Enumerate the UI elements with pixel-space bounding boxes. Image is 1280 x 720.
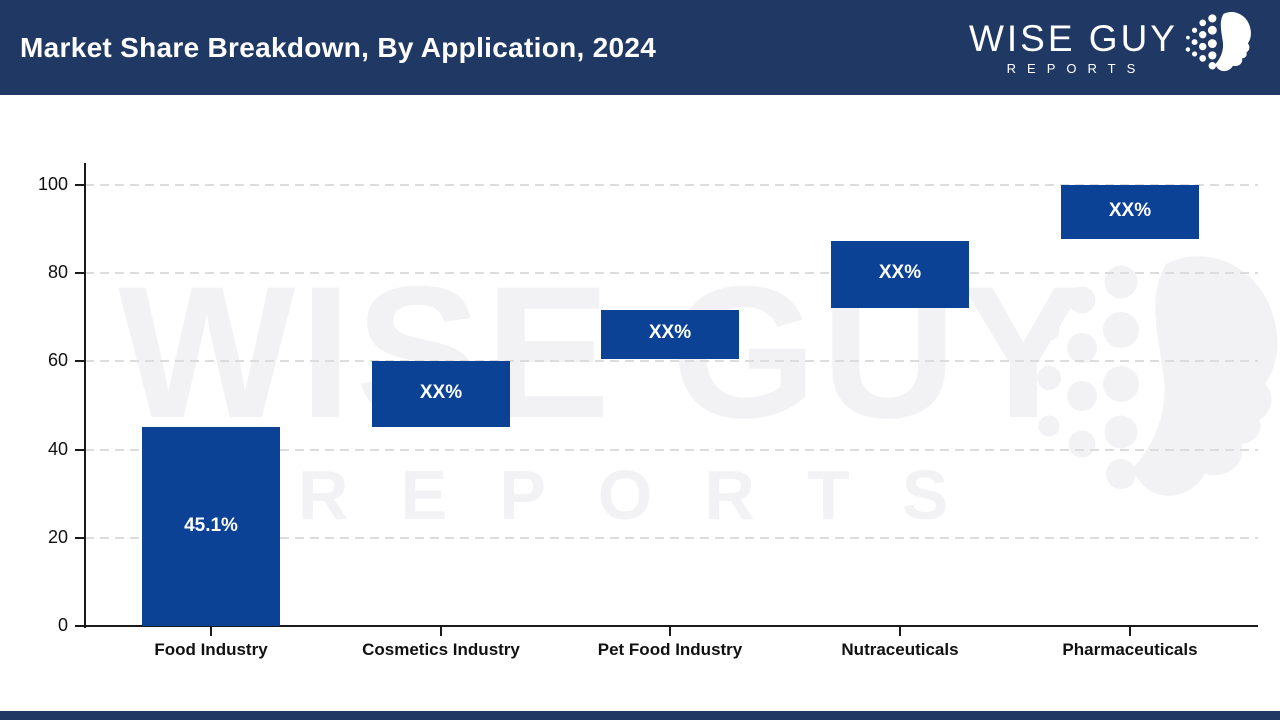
bar-pet-food-industry bbox=[601, 309, 739, 360]
y-axis-tick bbox=[75, 360, 85, 363]
bar-value-label: 45.1% bbox=[184, 514, 238, 536]
brand-wordmark: WISE GUY REPORTS bbox=[969, 20, 1178, 76]
brand-logo: WISE GUY REPORTS bbox=[969, 8, 1256, 88]
gridline bbox=[85, 448, 1258, 451]
x-axis-tick bbox=[1129, 627, 1131, 636]
watermark-face-icon bbox=[1013, 256, 1278, 496]
gridline bbox=[85, 184, 1258, 186]
y-axis-tick-label: 60 bbox=[47, 350, 68, 371]
y-axis-tick bbox=[75, 536, 85, 539]
x-axis-tick bbox=[669, 627, 671, 636]
y-axis-tick-label: 20 bbox=[47, 526, 68, 547]
y-axis-line bbox=[84, 163, 86, 628]
gridline bbox=[85, 272, 1258, 275]
x-axis-category-label: Food Industry bbox=[154, 640, 268, 659]
x-axis-category-label: Pharmaceuticals bbox=[1062, 640, 1198, 659]
y-axis-tick bbox=[75, 272, 85, 275]
bar-value-label: XX% bbox=[878, 262, 922, 284]
gridline bbox=[85, 360, 1258, 363]
brand-name: WISE GUY bbox=[968, 17, 1178, 59]
y-axis-tick bbox=[75, 448, 85, 451]
x-axis-line bbox=[84, 625, 1258, 627]
bar-value-label: XX% bbox=[648, 322, 692, 344]
bar-pharmaceuticals bbox=[1061, 185, 1199, 240]
watermark-line2: REPORTS bbox=[298, 456, 1001, 534]
x-axis-category-label: Pet Food Industry bbox=[597, 640, 743, 659]
bar-food-industry bbox=[142, 427, 280, 626]
y-axis-tick bbox=[75, 184, 85, 186]
x-axis-category-label: Nutraceuticals bbox=[841, 640, 959, 659]
bar-cosmetics-industry bbox=[372, 360, 510, 428]
y-axis-tick bbox=[75, 625, 85, 627]
header-bar: Market Share Breakdown, By Application, … bbox=[0, 0, 1280, 95]
footer-bar bbox=[0, 711, 1280, 720]
brand-subtitle: REPORTS bbox=[1006, 60, 1147, 76]
y-axis-tick-label: 100 bbox=[37, 174, 68, 194]
x-axis-tick bbox=[210, 627, 212, 636]
x-axis-category-label: Cosmetics Industry bbox=[362, 640, 520, 659]
x-axis-tick bbox=[440, 627, 442, 636]
chart-title: Market Share Breakdown, By Application, … bbox=[20, 31, 657, 63]
x-axis-tick bbox=[899, 627, 901, 636]
bar-value-label: XX% bbox=[419, 381, 463, 403]
y-axis-tick-label: 80 bbox=[47, 262, 68, 283]
brand-face-icon bbox=[1185, 11, 1251, 71]
y-axis-tick-label: 40 bbox=[47, 438, 68, 459]
bar-value-label: XX% bbox=[1108, 200, 1152, 222]
gridline bbox=[85, 536, 1258, 539]
y-axis-tick-label: 0 bbox=[57, 615, 68, 635]
bar-nutraceuticals bbox=[831, 240, 969, 308]
